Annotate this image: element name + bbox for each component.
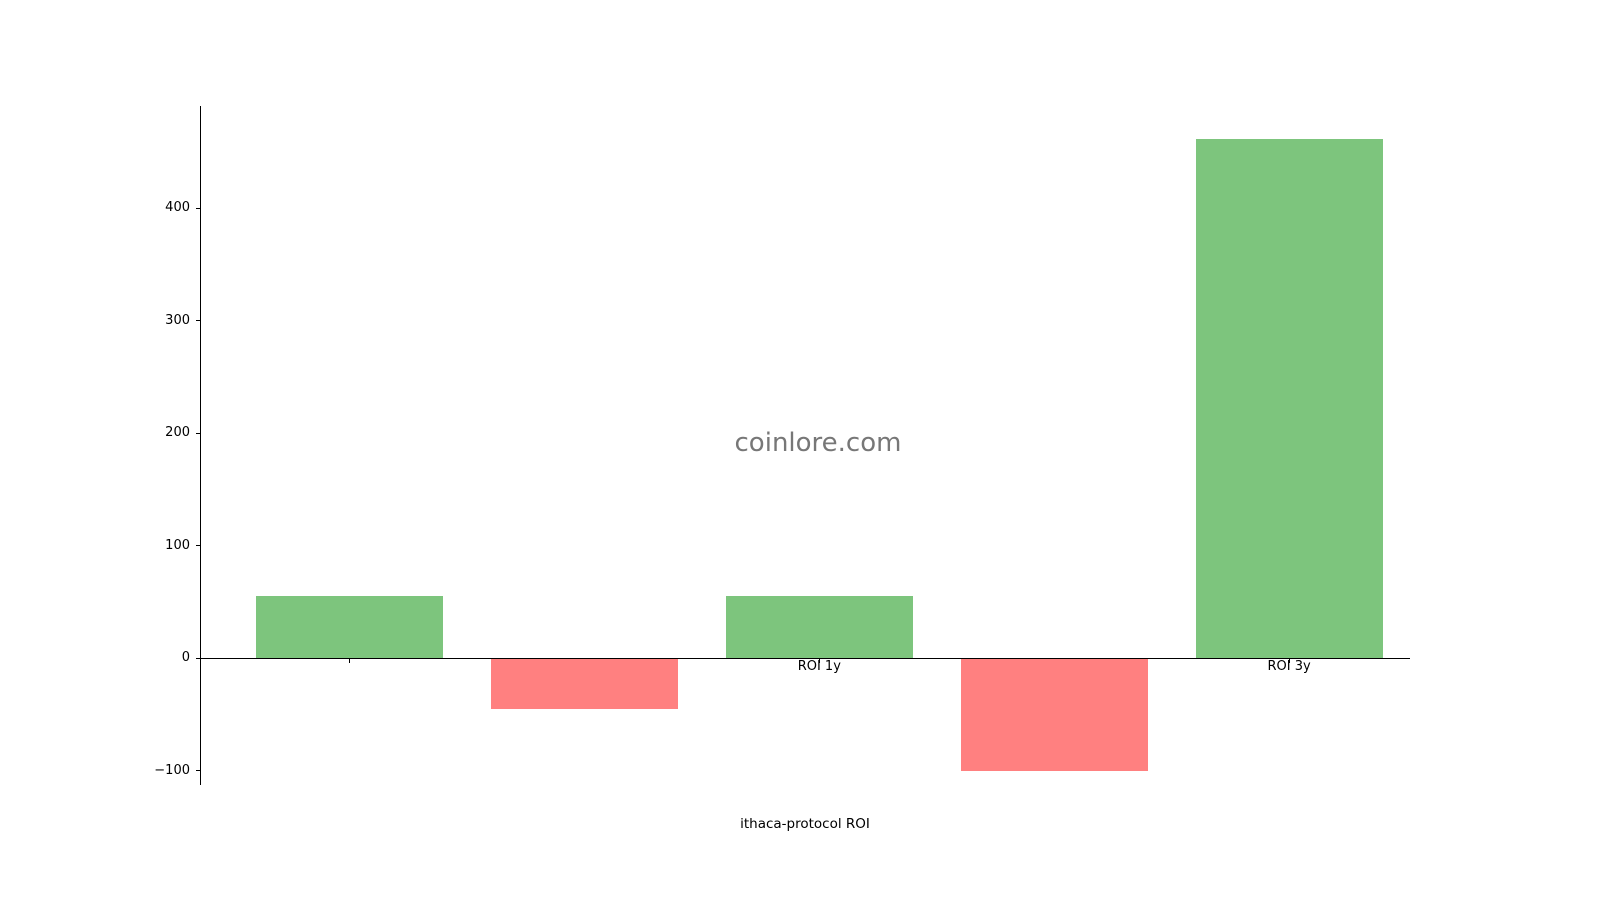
chart-title: ithaca-protocol ROI	[740, 816, 870, 832]
y-tick-label: 100	[165, 537, 190, 553]
y-tick-mark	[196, 432, 200, 434]
x-tick-label: ROI 1y	[797, 659, 841, 674]
bar-col-2	[490, 659, 678, 710]
y-tick-label: 300	[165, 312, 190, 328]
y-tick-mark	[196, 207, 200, 209]
y-axis-line	[200, 106, 201, 785]
bar-roi-1y	[725, 596, 913, 658]
y-tick-mark	[196, 770, 200, 771]
x-tick-mark	[818, 658, 820, 663]
watermark: coinlore.com	[734, 428, 902, 458]
bar-roi-3y	[1195, 139, 1383, 658]
bar-col-1	[256, 596, 443, 658]
x-axis-zero-line	[200, 658, 1410, 659]
y-tick-mark	[196, 657, 200, 659]
x-tick-mark	[349, 658, 350, 663]
x-tick-mark	[1288, 658, 1290, 663]
y-tick-mark	[196, 320, 200, 321]
y-tick-label: 0	[181, 650, 190, 665]
x-tick-label: ROI 3y	[1267, 659, 1311, 674]
bar-col-4	[960, 659, 1148, 771]
y-tick-label: −100	[154, 762, 190, 778]
y-tick-mark	[196, 545, 200, 546]
y-tick-label: 400	[165, 200, 190, 215]
y-tick-label: 200	[165, 425, 190, 440]
